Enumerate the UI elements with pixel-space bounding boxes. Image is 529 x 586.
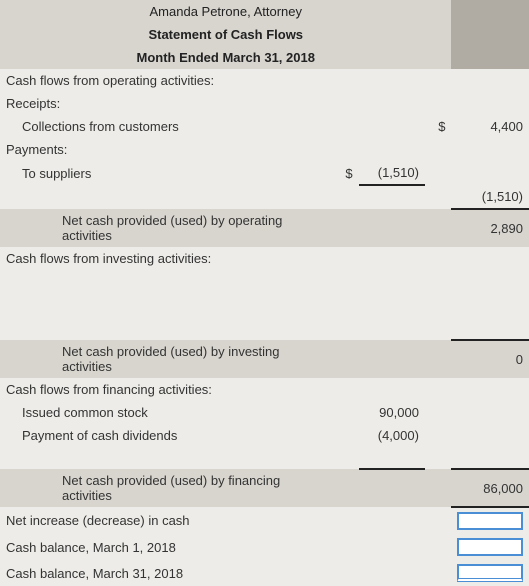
suppliers-label: To suppliers [0, 161, 332, 185]
collections-amount: 4,400 [451, 115, 529, 138]
operating-section-label: Cash flows from operating activities: [0, 69, 332, 92]
operating-net-amount: 2,890 [451, 209, 529, 247]
financing-section-label: Cash flows from financing activities: [0, 378, 332, 401]
payments-total: (1,510) [451, 185, 529, 209]
financing-underline-row [0, 447, 529, 469]
issued-stock-row: Issued common stock 90,000 [0, 401, 529, 424]
investing-blank-space [0, 270, 529, 340]
net-increase-row: Net increase (decrease) in cash [0, 507, 529, 534]
balance-end-label: Cash balance, March 31, 2018 [0, 560, 332, 586]
investing-section-row: Cash flows from investing activities: [0, 247, 529, 270]
financing-net-amount: 86,000 [451, 469, 529, 507]
dividends-row: Payment of cash dividends (4,000) [0, 424, 529, 447]
financing-section-row: Cash flows from financing activities: [0, 378, 529, 401]
balance-start-input[interactable] [457, 538, 523, 556]
payments-total-row: (1,510) [0, 185, 529, 209]
header-spacer [451, 46, 529, 69]
statement-title: Statement of Cash Flows [0, 23, 451, 46]
header-spacer [451, 0, 529, 23]
investing-section-label: Cash flows from investing activities: [0, 247, 332, 270]
payments-row: Payments: [0, 138, 529, 161]
balance-start-label: Cash balance, March 1, 2018 [0, 534, 332, 560]
financing-net-label: Net cash provided (used) by financing ac… [0, 469, 332, 507]
company-name: Amanda Petrone, Attorney [0, 0, 451, 23]
issued-stock-amount: 90,000 [359, 401, 425, 424]
suppliers-currency: $ [332, 161, 359, 185]
receipts-row: Receipts: [0, 92, 529, 115]
header-spacer [451, 23, 529, 46]
balance-start-row: Cash balance, March 1, 2018 [0, 534, 529, 560]
suppliers-row: To suppliers $ (1,510) [0, 161, 529, 185]
dividends-amount: (4,000) [359, 424, 425, 447]
net-increase-label: Net increase (decrease) in cash [0, 507, 332, 534]
header-period-row: Month Ended March 31, 2018 [0, 46, 529, 69]
dividends-label: Payment of cash dividends [0, 424, 332, 447]
receipts-label: Receipts: [0, 92, 332, 115]
net-increase-input[interactable] [457, 512, 523, 530]
collections-label: Collections from customers [0, 115, 332, 138]
balance-end-input[interactable] [457, 564, 523, 582]
operating-net-row: Net cash provided (used) by operating ac… [0, 209, 529, 247]
cash-flow-statement: Amanda Petrone, Attorney Statement of Ca… [0, 0, 529, 586]
investing-net-row: Net cash provided (used) by investing ac… [0, 340, 529, 378]
balance-end-row: Cash balance, March 31, 2018 [0, 560, 529, 586]
financing-net-row: Net cash provided (used) by financing ac… [0, 469, 529, 507]
operating-section-row: Cash flows from operating activities: [0, 69, 529, 92]
operating-net-label: Net cash provided (used) by operating ac… [0, 209, 332, 247]
suppliers-amount: (1,510) [359, 161, 425, 185]
payments-label: Payments: [0, 138, 332, 161]
header-title-row: Statement of Cash Flows [0, 23, 529, 46]
statement-period: Month Ended March 31, 2018 [0, 46, 451, 69]
investing-net-amount: 0 [451, 340, 529, 378]
header-company-row: Amanda Petrone, Attorney [0, 0, 529, 23]
collections-row: Collections from customers $ 4,400 [0, 115, 529, 138]
investing-net-label: Net cash provided (used) by investing ac… [0, 340, 332, 378]
issued-stock-label: Issued common stock [0, 401, 332, 424]
collections-currency: $ [425, 115, 452, 138]
